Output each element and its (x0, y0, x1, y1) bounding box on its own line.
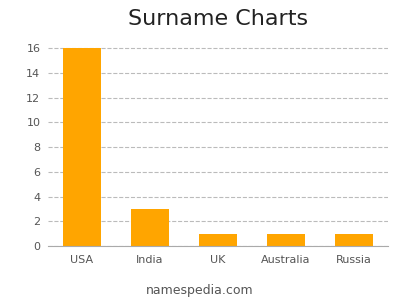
Bar (63, 48, 101, 246)
Text: namespedia.com: namespedia.com (146, 284, 254, 297)
Bar (335, 234, 373, 246)
Bar (199, 234, 237, 246)
Title: Surname Charts: Surname Charts (128, 9, 308, 29)
Bar (267, 234, 305, 246)
Bar (131, 209, 169, 246)
